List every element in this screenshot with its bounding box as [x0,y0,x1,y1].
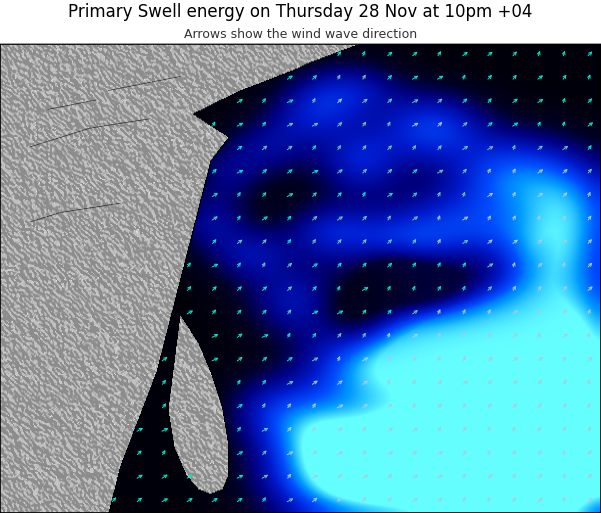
Text: Primary Swell energy on Thursday 28 Nov at 10pm +04: Primary Swell energy on Thursday 28 Nov … [69,3,532,21]
Text: Arrows show the wind wave direction: Arrows show the wind wave direction [184,28,417,41]
